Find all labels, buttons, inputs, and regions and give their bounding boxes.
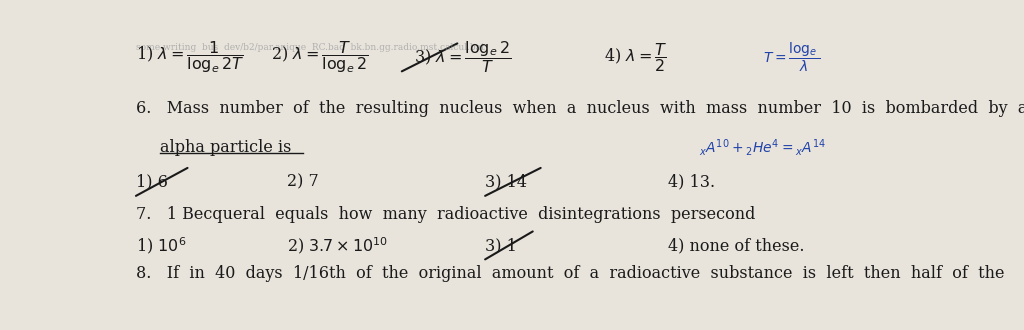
Text: 6.   Mass  number  of  the  resulting  nucleus  when  a  nucleus  with  mass  nu: 6. Mass number of the resulting nucleus … bbox=[136, 100, 1024, 117]
Text: 7.   1 Becqueral  equals  how  many  radioactive  disintegrations  persecond: 7. 1 Becqueral equals how many radioacti… bbox=[136, 207, 756, 223]
Text: ${}_{x}A^{10}+{}_{2}He^{4}={}_{x}A^{14}$: ${}_{x}A^{10}+{}_{2}He^{4}={}_{x}A^{14}$ bbox=[699, 137, 826, 158]
Text: 8.   If  in  40  days  1/16th  of  the  original  amount  of  a  radioactive  su: 8. If in 40 days 1/16th of the original … bbox=[136, 265, 1005, 282]
Text: alpha particle is: alpha particle is bbox=[160, 139, 291, 156]
Text: 1) $\lambda = \dfrac{1}{\log_e 2T}$: 1) $\lambda = \dfrac{1}{\log_e 2T}$ bbox=[136, 39, 244, 75]
Text: $T = \dfrac{\log_e}{\lambda}$: $T = \dfrac{\log_e}{\lambda}$ bbox=[763, 41, 820, 74]
Text: 3) $\lambda = \dfrac{\log_e 2}{T}$: 3) $\lambda = \dfrac{\log_e 2}{T}$ bbox=[414, 39, 511, 75]
Text: 4) $\lambda = \dfrac{T}{2}$: 4) $\lambda = \dfrac{T}{2}$ bbox=[604, 41, 668, 74]
Text: 2) $3.7\times10^{10}$: 2) $3.7\times10^{10}$ bbox=[287, 235, 388, 256]
Text: some writing  bus  dev/b2/par.anique  RC.bad  bk.bn.gg.radio.mst.calcul.bat: some writing bus dev/b2/par.anique RC.ba… bbox=[136, 44, 484, 52]
Text: 1) $10^6$: 1) $10^6$ bbox=[136, 235, 186, 256]
Text: 4) 13.: 4) 13. bbox=[668, 173, 715, 190]
Text: 2) $\lambda = \dfrac{T}{\log_e 2}$: 2) $\lambda = \dfrac{T}{\log_e 2}$ bbox=[270, 39, 369, 75]
Text: 3) 1: 3) 1 bbox=[485, 237, 517, 254]
Text: 4) none of these.: 4) none of these. bbox=[668, 237, 804, 254]
Text: 1) 6: 1) 6 bbox=[136, 173, 168, 190]
Text: 2) 7: 2) 7 bbox=[287, 173, 318, 190]
Text: 3) 14: 3) 14 bbox=[485, 173, 527, 190]
